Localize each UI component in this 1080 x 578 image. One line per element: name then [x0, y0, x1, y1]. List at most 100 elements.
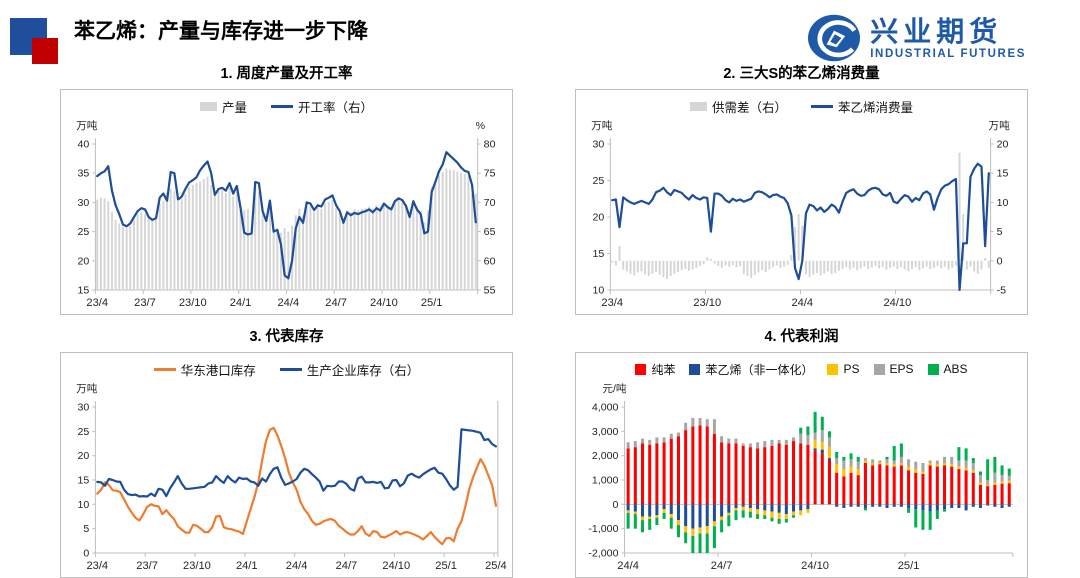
x-axis-labels: 23/4 23/10 24/4 24/10 [601, 290, 992, 309]
chart-title-3: 3. 代表库存 [249, 329, 324, 345]
svg-text:75: 75 [484, 168, 496, 180]
svg-text:-2,000: -2,000 [588, 548, 618, 560]
legend-item: 苯乙烯消费量 [811, 97, 913, 116]
svg-text:23/10: 23/10 [183, 560, 211, 572]
legend-item: 产量 [199, 97, 247, 116]
legend-item: 苯乙烯（非一体化） [689, 361, 813, 378]
svg-text:24/7: 24/7 [336, 560, 358, 572]
legend-label: 华东港口库存 [180, 363, 256, 378]
x-axis-labels: 23/4 23/7 23/10 24/1 24/4 24/7 24/10 25/1 25/4 [86, 553, 507, 572]
svg-text:24/7: 24/7 [711, 560, 733, 572]
legend-label: PS [843, 362, 860, 376]
svg-text:25: 25 [593, 175, 605, 187]
chart-cell-3: 3. 代表库存 华东港口库存 生产企业库存（右） 0 5 10 15 20 25 30 万吨 23/4… [60, 325, 513, 578]
brand-name: 兴业期货 [870, 15, 1003, 47]
svg-text:20: 20 [997, 139, 1009, 151]
legend-label: EPS [889, 362, 914, 376]
line-华东港口库存 [96, 426, 498, 546]
svg-text:24/10: 24/10 [883, 297, 911, 309]
svg-text:23/4: 23/4 [86, 560, 108, 572]
svg-text:24/10: 24/10 [382, 560, 410, 572]
legend-swatch-icon [927, 363, 939, 375]
svg-text:万吨: 万吨 [76, 119, 98, 132]
svg-text:25: 25 [78, 226, 90, 238]
svg-text:80: 80 [484, 139, 496, 151]
chart-legend-3: 华东港口库存 生产企业库存（右） [61, 357, 512, 381]
svg-text:23/10: 23/10 [179, 297, 207, 309]
svg-text:1,000: 1,000 [592, 475, 619, 487]
svg-text:元/吨: 元/吨 [602, 382, 627, 395]
svg-text:25/4: 25/4 [485, 560, 507, 572]
legend-label: 纯苯 [651, 362, 676, 377]
chart-title-2: 2. 三大S的苯乙烯消费量 [723, 66, 880, 82]
svg-text:10: 10 [997, 197, 1009, 209]
svg-text:0: 0 [83, 548, 89, 560]
svg-text:5: 5 [997, 226, 1003, 238]
svg-text:55: 55 [484, 285, 496, 297]
svg-text:24/4: 24/4 [791, 297, 813, 309]
svg-text:2,000: 2,000 [592, 450, 619, 462]
legend-swatch-icon [153, 367, 176, 371]
legend-swatch-icon [635, 363, 647, 375]
svg-text:60: 60 [484, 255, 496, 267]
legend-swatch-icon [827, 363, 839, 375]
svg-text:30: 30 [78, 402, 90, 414]
svg-text:24/4: 24/4 [278, 297, 300, 309]
axes [624, 401, 1013, 554]
legend-item: EPS [873, 362, 914, 376]
svg-text:%: % [476, 120, 485, 132]
chart-legend-4: 纯苯 苯乙烯（非一体化） PS EPS ABS [576, 357, 1027, 381]
svg-text:23/4: 23/4 [601, 297, 623, 309]
legend-item: 生产企业库存（右） [279, 360, 419, 379]
svg-text:10: 10 [593, 285, 605, 297]
svg-text:23/10: 23/10 [693, 297, 721, 309]
svg-text:24/1: 24/1 [236, 560, 258, 572]
svg-text:15: 15 [78, 475, 90, 487]
line-苯乙烯消费量 [611, 162, 990, 292]
svg-text:25: 25 [78, 426, 90, 438]
bars-产量 [96, 168, 477, 290]
chart-title-4: 4. 代表利润 [764, 329, 839, 345]
svg-text:24/7: 24/7 [325, 297, 347, 309]
legend-item: 华东港口库存 [153, 360, 256, 379]
svg-text:25/1: 25/1 [421, 297, 443, 309]
bars-供需差（右） [611, 152, 990, 279]
svg-text:24/4: 24/4 [286, 560, 308, 572]
charts-grid: 1. 周度产量及开工率 产量 开工率（右） 15 20 25 30 35 40 55 60 65 70 7… [60, 62, 1028, 578]
svg-text:4,000: 4,000 [592, 402, 619, 414]
svg-text:0: 0 [997, 255, 1003, 267]
legend-swatch-icon [873, 363, 885, 375]
legend-swatch-icon [279, 367, 302, 371]
legend-item: ABS [927, 362, 968, 376]
chart-panel-3: 华东港口库存 生产企业库存（右） 0 5 10 15 20 25 30 万吨 23/4 23/7 23/… [60, 352, 513, 578]
legend-label: 开工率（右） [298, 100, 374, 115]
chart-panel-4: 纯苯 苯乙烯（非一体化） PS EPS ABS -2,000 -1,000 0 1,000 2,0… [575, 352, 1028, 578]
axis-tick-labels: 15 20 25 30 35 40 55 60 65 70 75 80 万吨% [76, 119, 495, 296]
svg-text:万吨: 万吨 [989, 119, 1011, 132]
header: 苯乙烯：产量与库存进一步下降 兴业期货 INDUSTRIAL FUTURES [0, 0, 1080, 64]
svg-text:万吨: 万吨 [591, 119, 613, 132]
svg-text:20: 20 [593, 212, 605, 224]
legend-item: PS [827, 362, 860, 376]
chart-plot-1: 15 20 25 30 35 40 55 60 65 70 75 80 万吨 % 23/4 23/7 23/10… [76, 119, 495, 309]
svg-text:70: 70 [484, 197, 496, 209]
svg-text:23/7: 23/7 [134, 297, 156, 309]
svg-text:15: 15 [997, 168, 1009, 180]
svg-text:万吨: 万吨 [76, 382, 98, 395]
chart-cell-4: 4. 代表利润 纯苯 苯乙烯（非一体化） PS EPS ABS -2,000 -1,000 0 1… [575, 325, 1028, 578]
red-square-icon [32, 38, 58, 64]
svg-text:23/4: 23/4 [86, 297, 108, 309]
legend-item: 供需差（右） [689, 97, 787, 116]
svg-text:40: 40 [78, 139, 90, 151]
svg-text:25/1: 25/1 [898, 560, 920, 572]
chart-panel-2: 供需差（右） 苯乙烯消费量 10 15 20 25 30 -5 0 5 10 15 20 万吨 万吨 23/4… [575, 89, 1028, 315]
chart-cell-1: 1. 周度产量及开工率 产量 开工率（右） 15 20 25 30 35 40 55 60 65 70 7… [60, 62, 513, 315]
svg-text:20: 20 [78, 450, 90, 462]
svg-text:30: 30 [78, 197, 90, 209]
brand-subtitle: INDUSTRIAL FUTURES [870, 47, 1026, 60]
svg-text:15: 15 [593, 248, 605, 260]
svg-text:20: 20 [78, 255, 90, 267]
legend-swatch-icon [689, 363, 701, 375]
axis-tick-labels: 0 5 10 15 20 25 30 万吨 [76, 382, 98, 559]
